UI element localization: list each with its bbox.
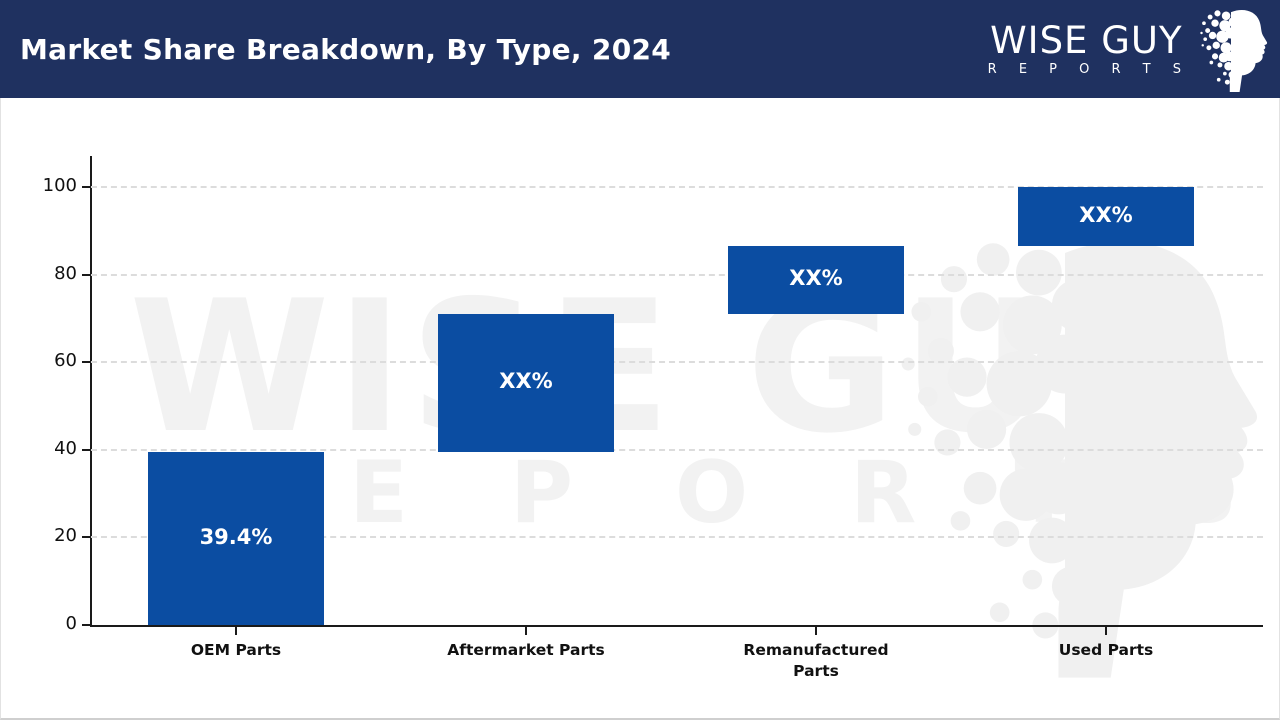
y-tick-label: 40 — [54, 437, 77, 459]
y-axis-line — [90, 156, 92, 627]
chart-card: WISE GUY REPORTS 0 20 40 60 80 100 39.4% OEM Pa… — [0, 98, 1280, 720]
x-axis-line — [90, 625, 1263, 627]
waterfall-chart: 0 20 40 60 80 100 39.4% OEM Parts XX% Aftermarket… — [1, 98, 1279, 718]
brand-subtitle-text: R E P O R T S — [987, 61, 1190, 77]
category-label: Remanufactured Parts — [743, 641, 889, 680]
y-tick-mark — [82, 448, 90, 451]
bar-remanufactured-parts — [728, 246, 904, 315]
category-label: Aftermarket Parts — [447, 641, 605, 659]
bar-value-label: 39.4% — [199, 524, 273, 549]
y-tick-mark — [82, 273, 90, 276]
gridline-y100 — [91, 186, 1263, 188]
y-tick-label: 100 — [42, 175, 77, 196]
y-tick-mark — [82, 624, 90, 626]
y-tick-label: 20 — [54, 525, 77, 547]
gridline-y40 — [91, 448, 1263, 451]
gridline-y20 — [91, 536, 1263, 539]
category-label: OEM Parts — [190, 641, 282, 659]
wiseguy-head-icon — [1194, 6, 1268, 92]
bar-value-label: XX% — [1079, 202, 1133, 227]
y-tick-label: 60 — [54, 350, 77, 372]
brand-logo: WISE GUY R E P O R T S — [983, 6, 1268, 92]
y-tick-label: 80 — [54, 262, 77, 284]
bar-oem-parts — [148, 452, 324, 625]
brand-name-text: WISE GUY — [990, 18, 1183, 62]
gridline-y80 — [91, 273, 1263, 276]
x-tick-mark — [1105, 627, 1107, 635]
bar-value-label: XX% — [789, 266, 843, 291]
header-bar: Market Share Breakdown, By Type, 2024 WI… — [0, 0, 1280, 98]
y-tick-mark — [82, 536, 90, 539]
y-tick-mark — [82, 186, 90, 188]
bar-value-label: XX% — [499, 369, 553, 394]
category-label: Used Parts — [1058, 641, 1154, 659]
bar-used-parts — [1018, 187, 1194, 247]
bar-aftermarket-parts — [438, 314, 614, 453]
x-tick-mark — [235, 627, 237, 635]
page-title: Market Share Breakdown, By Type, 2024 — [20, 32, 672, 66]
x-tick-mark — [525, 627, 527, 635]
y-tick-label: 0 — [65, 613, 77, 634]
x-tick-mark — [815, 627, 817, 635]
gridline-y60 — [91, 361, 1263, 364]
y-tick-mark — [82, 361, 90, 364]
brand-wordmark: WISE GUY R E P O R T S — [983, 22, 1190, 77]
